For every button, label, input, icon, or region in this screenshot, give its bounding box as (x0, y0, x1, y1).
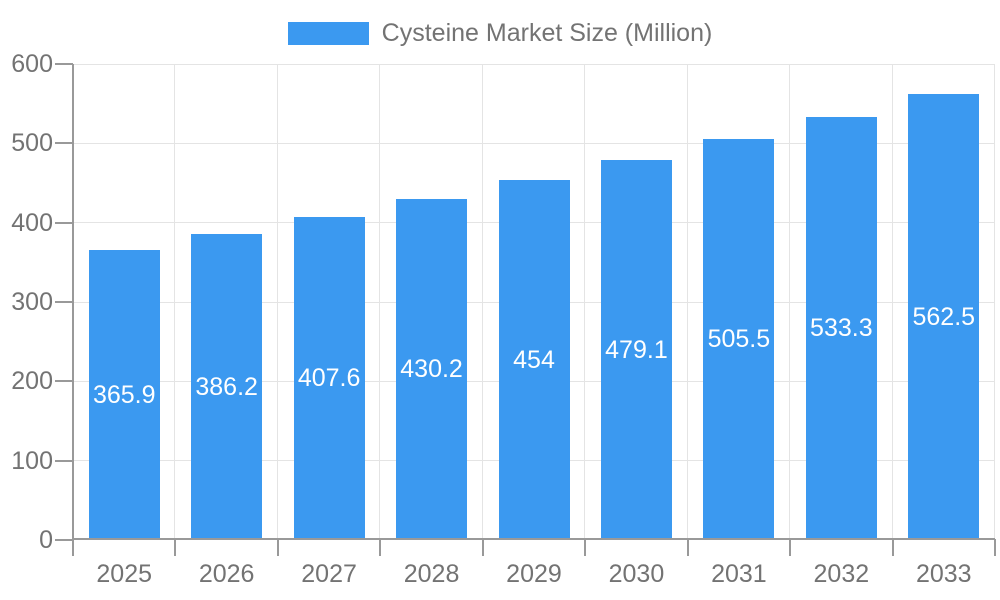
y-axis-tick (55, 301, 73, 303)
y-axis-label: 200 (11, 367, 53, 396)
bar-2030 (600, 159, 672, 540)
gridline-horizontal (73, 142, 995, 144)
y-axis-label: 400 (11, 208, 53, 237)
y-axis-label: 600 (11, 50, 53, 78)
x-axis-tick (892, 539, 894, 556)
x-axis-tick (687, 539, 689, 556)
bar-2028 (396, 198, 468, 540)
gridline-vertical (994, 64, 995, 540)
bar-value-label: 430.2 (400, 355, 463, 384)
bar-2027 (293, 216, 365, 540)
x-axis-tick (174, 539, 176, 556)
x-axis-label: 2026 (198, 560, 255, 588)
x-axis-label: 2030 (608, 560, 665, 588)
y-axis-tick (55, 539, 73, 541)
gridline-vertical (789, 64, 790, 540)
y-axis-label: 300 (11, 288, 53, 316)
x-axis-line (72, 538, 995, 540)
y-axis-label: 500 (11, 129, 53, 158)
y-axis-tick (55, 142, 73, 145)
bar-value-label: 386.2 (195, 372, 258, 401)
x-axis-label: 2025 (96, 560, 153, 588)
legend-swatch (287, 22, 369, 45)
y-axis-line (72, 64, 74, 556)
x-axis-tick (277, 539, 279, 556)
bar-value-label: 454 (513, 345, 555, 374)
y-axis-tick (55, 63, 73, 65)
bar-2025 (88, 249, 160, 540)
bar-value-label: 479.1 (605, 335, 668, 364)
y-axis-label: 0 (39, 526, 53, 554)
bar-value-label: 533.3 (810, 314, 873, 343)
bar-2033 (908, 93, 980, 540)
x-axis-tick (379, 539, 381, 556)
bar-2031 (703, 138, 775, 540)
y-axis-tick (55, 380, 73, 383)
gridline-vertical (277, 64, 278, 540)
bar-2026 (191, 233, 263, 540)
bar-2032 (805, 116, 877, 540)
x-axis-tick (994, 539, 996, 556)
bar-value-label: 505.5 (707, 325, 771, 354)
x-axis-label: 2031 (711, 560, 767, 588)
x-axis-label: 2027 (301, 560, 357, 588)
gridline-vertical (482, 64, 483, 540)
x-axis-tick (789, 539, 791, 556)
gridline-horizontal (73, 63, 995, 65)
x-axis-label: 2033 (915, 560, 972, 588)
gridline-vertical (687, 64, 688, 540)
gridline-vertical (174, 64, 175, 540)
gridline-vertical (584, 64, 585, 540)
bar-2029 (498, 179, 570, 540)
gridline-vertical (892, 64, 893, 540)
plot-area: 365.9 386.2 407.6 430.2 454 479.1 505.5 533.3 56… (73, 63, 995, 540)
bar-value-label: 407.6 (297, 364, 361, 393)
x-axis-tick (584, 539, 586, 556)
x-axis-tick (482, 539, 484, 556)
gridline-vertical (379, 64, 380, 540)
y-axis-label: 100 (11, 446, 53, 475)
legend-label: Cysteine Market Size (Million) (381, 19, 713, 47)
x-axis-label: 2032 (813, 560, 870, 588)
bar-value-label: 365.9 (92, 380, 156, 409)
x-axis-label: 2028 (403, 560, 460, 588)
bar-value-label: 562.5 (912, 302, 976, 331)
y-axis-tick (55, 221, 73, 224)
x-axis-label: 2029 (506, 560, 562, 588)
y-axis-tick (55, 459, 73, 462)
legend: Cysteine Market Size (Million) (0, 20, 1000, 47)
